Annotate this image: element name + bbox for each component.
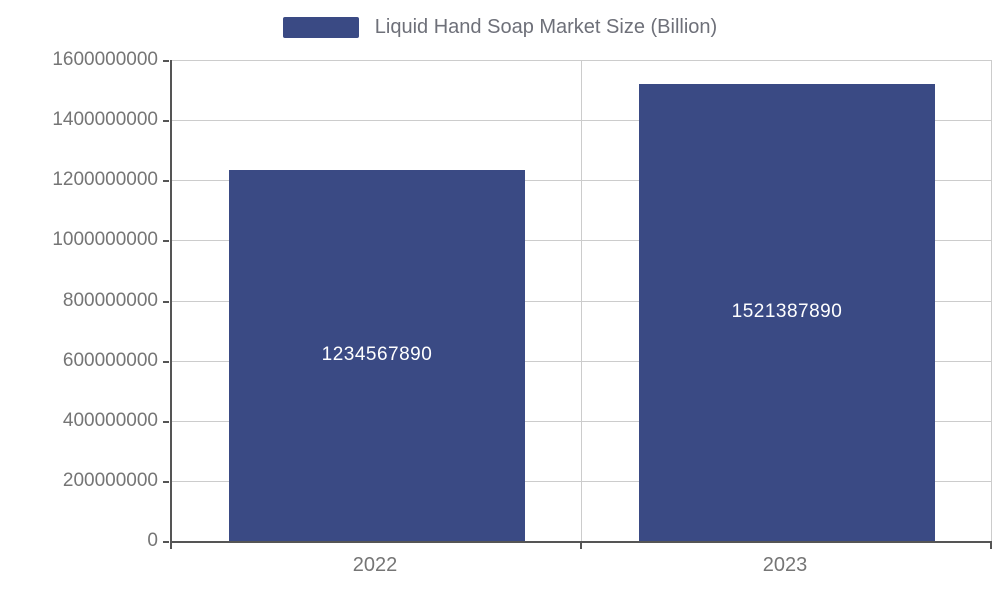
y-axis-tick-label: 1000000000 bbox=[52, 229, 158, 251]
bar-2023: 1521387890 bbox=[639, 83, 935, 541]
x-axis-tick-mark bbox=[580, 543, 582, 549]
y-axis-tick-label: 0 bbox=[147, 530, 158, 551]
y-axis-tick-label: 1400000000 bbox=[52, 109, 158, 131]
gridline-horizontal bbox=[172, 180, 992, 182]
x-axis-tick-label: 2022 bbox=[352, 554, 398, 576]
y-axis-tick-mark bbox=[163, 240, 169, 243]
y-axis-tick-label: 1600000000 bbox=[52, 49, 158, 70]
x-axis-tick-label: 2023 bbox=[762, 554, 808, 576]
y-axis-tick-mark bbox=[163, 120, 169, 123]
y-axis-tick-label: 600000000 bbox=[62, 349, 158, 371]
x-axis-tick-mark bbox=[990, 543, 992, 549]
y-axis-tick-mark bbox=[163, 300, 169, 303]
y-axis-tick-mark bbox=[163, 180, 169, 183]
gridline-horizontal bbox=[172, 360, 992, 362]
bar-value-label: 1521387890 bbox=[731, 301, 843, 323]
plot-area: 1234567890 1521387890 bbox=[170, 60, 992, 543]
bar-2022: 1234567890 bbox=[229, 169, 525, 541]
y-axis-tick-label: 800000000 bbox=[62, 289, 158, 311]
gridline-vertical bbox=[581, 60, 582, 541]
y-axis-tick-label: 1200000000 bbox=[52, 169, 158, 191]
y-axis-tick-mark bbox=[163, 541, 169, 543]
gridline-horizontal bbox=[172, 240, 992, 242]
y-axis-tick-mark bbox=[163, 60, 169, 62]
gridline-horizontal bbox=[172, 120, 992, 122]
gridline-horizontal bbox=[172, 60, 992, 61]
y-axis-tick-mark bbox=[163, 360, 169, 363]
legend-swatch bbox=[282, 17, 359, 38]
x-axis-tick-mark bbox=[170, 543, 172, 549]
gridline-horizontal bbox=[172, 300, 992, 302]
gridline-horizontal bbox=[172, 480, 992, 482]
gridline-horizontal bbox=[172, 420, 992, 422]
y-axis-tick-label: 200000000 bbox=[62, 469, 158, 491]
gridline-vertical bbox=[991, 60, 992, 541]
y-axis-tick-mark bbox=[163, 420, 169, 423]
y-axis-tick-mark bbox=[163, 480, 169, 483]
legend-item[interactable]: Liquid Hand Soap Market Size (Billion) bbox=[0, 16, 1000, 39]
bar-value-label: 1234567890 bbox=[321, 344, 433, 366]
y-axis-tick-label: 400000000 bbox=[62, 409, 158, 431]
chart-title: Liquid Hand Soap Market Size (Billion) bbox=[374, 16, 718, 38]
